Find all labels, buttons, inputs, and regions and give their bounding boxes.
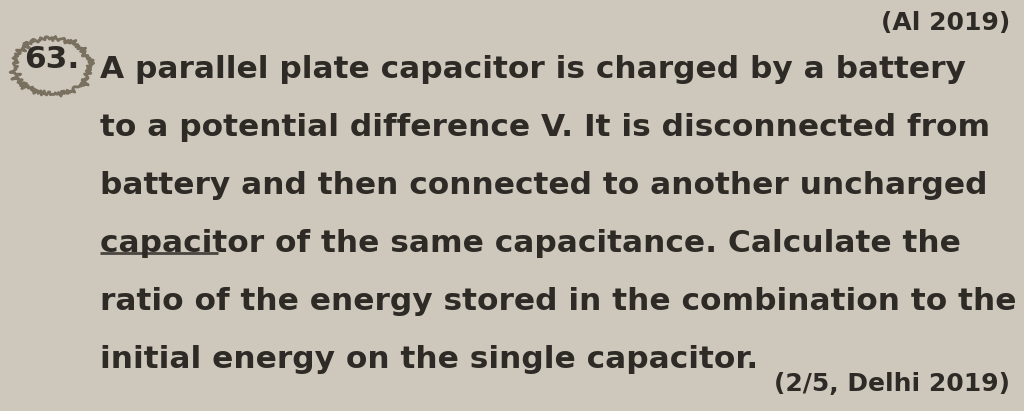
Text: to a potential difference V. It is disconnected from: to a potential difference V. It is disco…: [100, 113, 990, 142]
Text: 63.: 63.: [25, 44, 80, 74]
Text: A parallel plate capacitor is charged by a battery: A parallel plate capacitor is charged by…: [100, 55, 966, 84]
Text: (2/5, Delhi 2019): (2/5, Delhi 2019): [774, 372, 1010, 396]
Text: initial energy on the single capacitor.: initial energy on the single capacitor.: [100, 345, 758, 374]
Text: capacitor of the same capacitance. Calculate the: capacitor of the same capacitance. Calcu…: [100, 229, 961, 258]
Text: (Al 2019): (Al 2019): [881, 11, 1010, 35]
Text: ratio of the energy stored in the combination to the: ratio of the energy stored in the combin…: [100, 287, 1017, 316]
Text: battery and then connected to another uncharged: battery and then connected to another un…: [100, 171, 987, 200]
